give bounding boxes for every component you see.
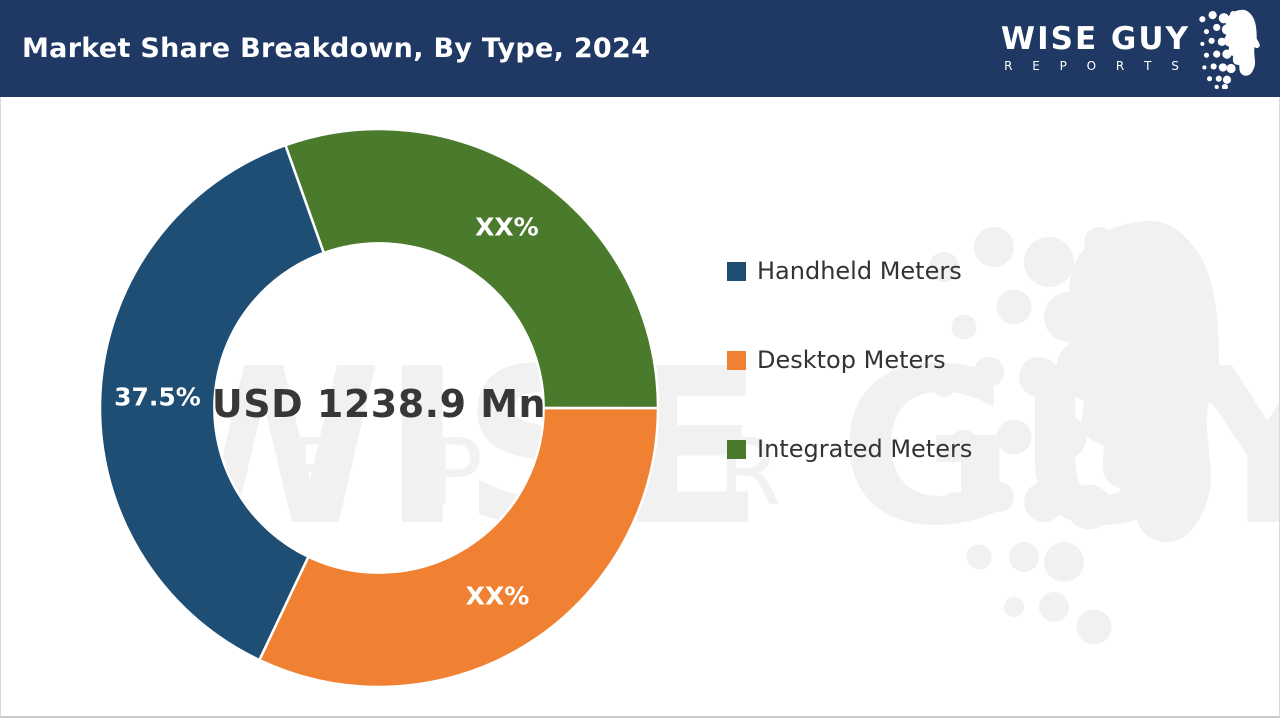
legend-swatch-desktop [727,350,746,370]
donut-segment-label: XX% [475,213,539,242]
watermark: WISE GUY E P O R [0,97,1280,720]
logo-subtitle: R E P O R T S [1004,59,1187,73]
legend-item: Handheld Meters [727,258,972,284]
donut-segment [98,143,326,662]
wiseguy-logo: WISE GUY R E P O R T S [1001,9,1260,89]
donut-center-value: USD 1238.9 Mn [211,382,547,426]
header: Market Share Breakdown, By Type, 2024 WI… [0,0,1280,97]
legend: Handheld Meters Desktop Meters Integrate… [727,258,972,462]
wiseguy-face-watermark [929,220,1234,645]
legend-item: Integrated Meters [727,436,972,462]
page-title: Market Share Breakdown, By Type, 2024 [22,33,651,64]
legend-swatch-handheld [727,261,746,281]
wiseguy-logo-text: WISE GUY R E P O R T S [1000,21,1190,74]
wiseguy-face-icon [1199,9,1260,89]
donut-segment-label: 37.5% [114,383,201,412]
donut-segment [258,406,660,689]
legend-label: Handheld Meters [757,257,962,285]
legend-swatch-integrated [727,439,746,459]
donut-segment-label: XX% [466,581,530,610]
donut-segment [284,127,660,410]
donut-chart: XX% XX% 37.5% [98,127,660,689]
legend-item: Desktop Meters [727,347,972,373]
logo-wordmark: WISE GUY [1000,21,1190,57]
legend-label: Desktop Meters [757,346,946,374]
legend-label: Integrated Meters [757,435,973,463]
